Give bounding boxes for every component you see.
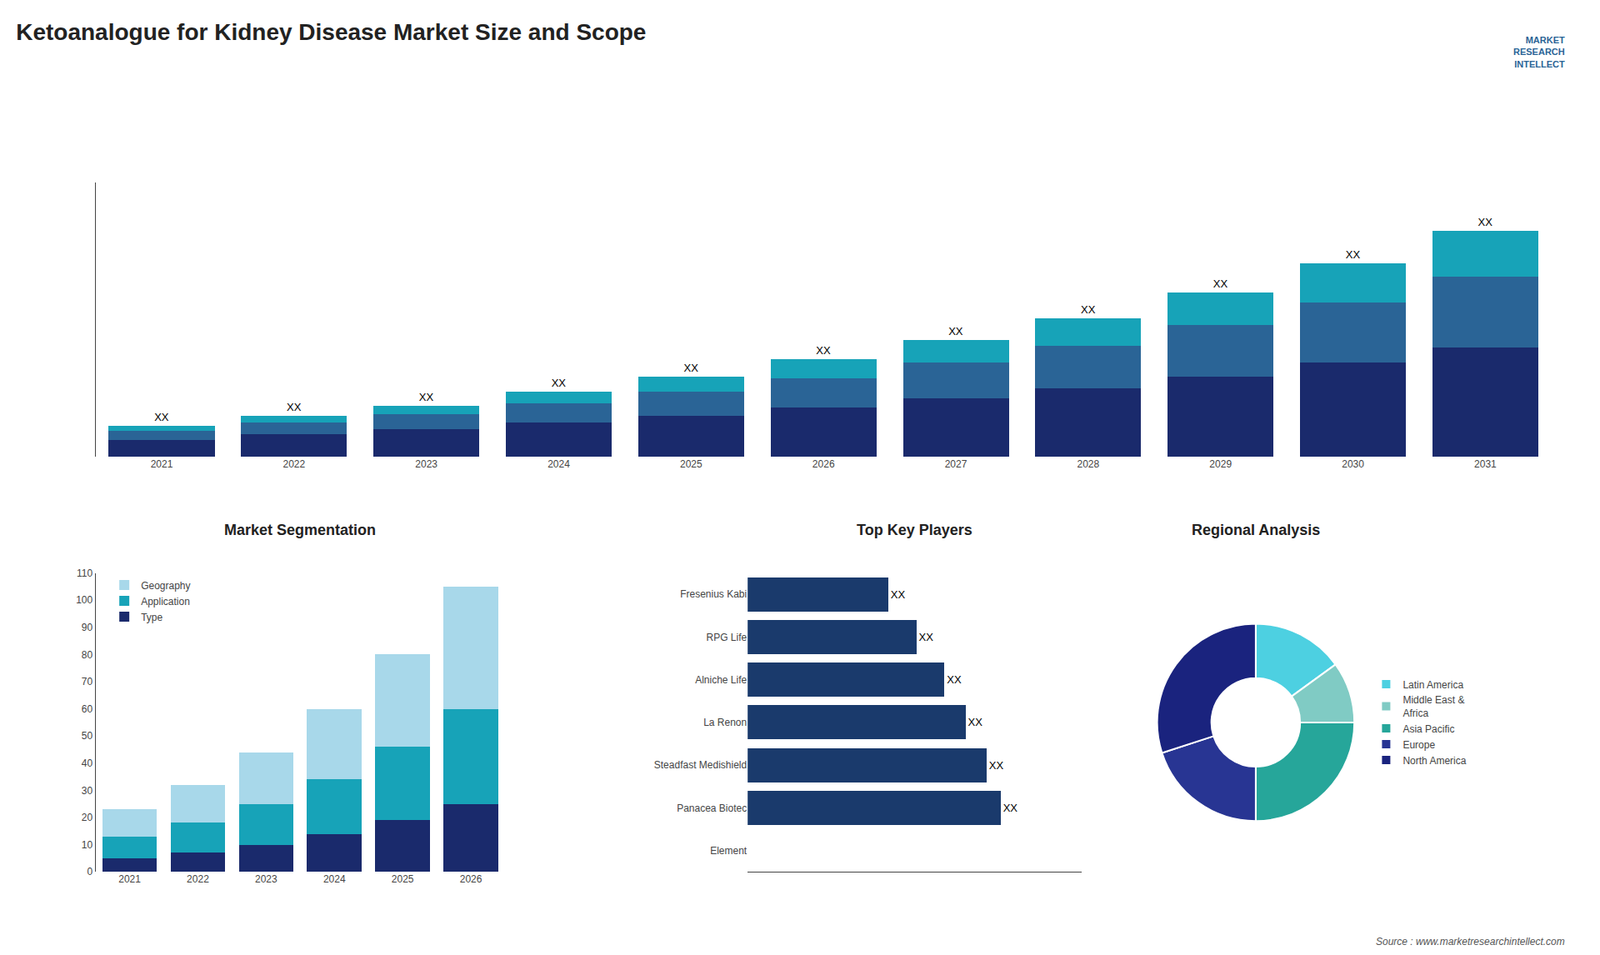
svg-text:Geography: Geography bbox=[140, 580, 190, 592]
svg-text:Panacea Biotec: Panacea Biotec bbox=[676, 802, 747, 815]
svg-text:2026: 2026 bbox=[460, 873, 483, 885]
svg-text:XX: XX bbox=[1080, 303, 1096, 316]
svg-text:MARKETRESEARCHINTELLECT: MARKETRESEARCHINTELLECT bbox=[1513, 35, 1565, 70]
svg-text:110: 110 bbox=[76, 567, 93, 580]
svg-text:Market Segmentation: Market Segmentation bbox=[224, 521, 376, 539]
svg-text:2022: 2022 bbox=[282, 458, 305, 470]
svg-text:Ketoanalogue for Kidney Diseas: Ketoanalogue for Kidney Disease Market S… bbox=[15, 19, 646, 45]
svg-text:Top Key Players: Top Key Players bbox=[856, 521, 973, 539]
svg-text:2028: 2028 bbox=[1077, 458, 1100, 470]
svg-text:90: 90 bbox=[81, 621, 94, 634]
svg-text:Europe: Europe bbox=[1402, 739, 1435, 751]
svg-text:Fresenius Kabi: Fresenius Kabi bbox=[680, 588, 747, 600]
svg-text:Application: Application bbox=[140, 595, 190, 608]
svg-text:XX: XX bbox=[286, 400, 302, 414]
svg-text:Asia Pacific: Asia Pacific bbox=[1402, 723, 1455, 735]
svg-text:80: 80 bbox=[81, 649, 94, 661]
svg-text:Source : www.marketresearchint: Source : www.marketresearchintellect.com bbox=[1375, 935, 1565, 948]
svg-text:2027: 2027 bbox=[945, 458, 968, 470]
svg-text:2021: 2021 bbox=[150, 458, 174, 470]
svg-text:40: 40 bbox=[81, 757, 94, 770]
svg-text:2021: 2021 bbox=[118, 873, 141, 885]
svg-text:Element: Element bbox=[710, 845, 748, 857]
svg-text:2026: 2026 bbox=[812, 458, 835, 470]
svg-text:XX: XX bbox=[684, 361, 700, 375]
svg-text:XX: XX bbox=[919, 630, 935, 644]
svg-text:XX: XX bbox=[815, 344, 831, 357]
svg-text:Type: Type bbox=[140, 611, 163, 624]
svg-text:XX: XX bbox=[419, 390, 435, 404]
svg-text:XX: XX bbox=[890, 588, 906, 601]
svg-text:2022: 2022 bbox=[186, 873, 210, 885]
svg-text:XX: XX bbox=[1345, 248, 1361, 261]
svg-text:2029: 2029 bbox=[1209, 458, 1232, 470]
svg-text:Latin America: Latin America bbox=[1402, 679, 1464, 691]
svg-text:2024: 2024 bbox=[547, 458, 570, 470]
svg-text:XX: XX bbox=[948, 325, 964, 338]
svg-text:XX: XX bbox=[551, 376, 567, 390]
svg-text:60: 60 bbox=[81, 703, 94, 715]
svg-text:XX: XX bbox=[1213, 277, 1229, 290]
svg-text:2030: 2030 bbox=[1341, 458, 1365, 470]
svg-text:0: 0 bbox=[87, 865, 94, 878]
svg-text:2024: 2024 bbox=[323, 873, 346, 885]
svg-text:XX: XX bbox=[989, 759, 1005, 772]
svg-text:Alniche Life: Alniche Life bbox=[695, 674, 747, 686]
svg-text:100: 100 bbox=[75, 594, 93, 606]
svg-text:10: 10 bbox=[81, 839, 94, 851]
svg-text:La Renon: La Renon bbox=[703, 716, 747, 729]
svg-text:2025: 2025 bbox=[680, 458, 703, 470]
svg-text:RPG Life: RPG Life bbox=[706, 631, 748, 644]
svg-text:Steadfast Medishield: Steadfast Medishield bbox=[654, 759, 747, 771]
svg-text:Regional Analysis: Regional Analysis bbox=[1191, 521, 1320, 539]
svg-text:2023: 2023 bbox=[255, 873, 278, 885]
svg-text:2031: 2031 bbox=[1474, 458, 1497, 470]
svg-text:2023: 2023 bbox=[415, 458, 438, 470]
svg-text:2025: 2025 bbox=[391, 873, 415, 885]
svg-text:XX: XX bbox=[1478, 215, 1494, 229]
svg-text:70: 70 bbox=[81, 675, 94, 688]
svg-text:50: 50 bbox=[81, 730, 94, 742]
svg-text:North America: North America bbox=[1402, 755, 1466, 767]
svg-text:XX: XX bbox=[968, 715, 984, 729]
svg-text:XX: XX bbox=[946, 673, 962, 686]
svg-text:20: 20 bbox=[81, 811, 94, 824]
svg-text:XX: XX bbox=[154, 410, 170, 424]
svg-text:Middle East &Africa: Middle East &Africa bbox=[1402, 694, 1465, 720]
svg-text:30: 30 bbox=[81, 785, 94, 797]
svg-text:XX: XX bbox=[1003, 801, 1019, 815]
